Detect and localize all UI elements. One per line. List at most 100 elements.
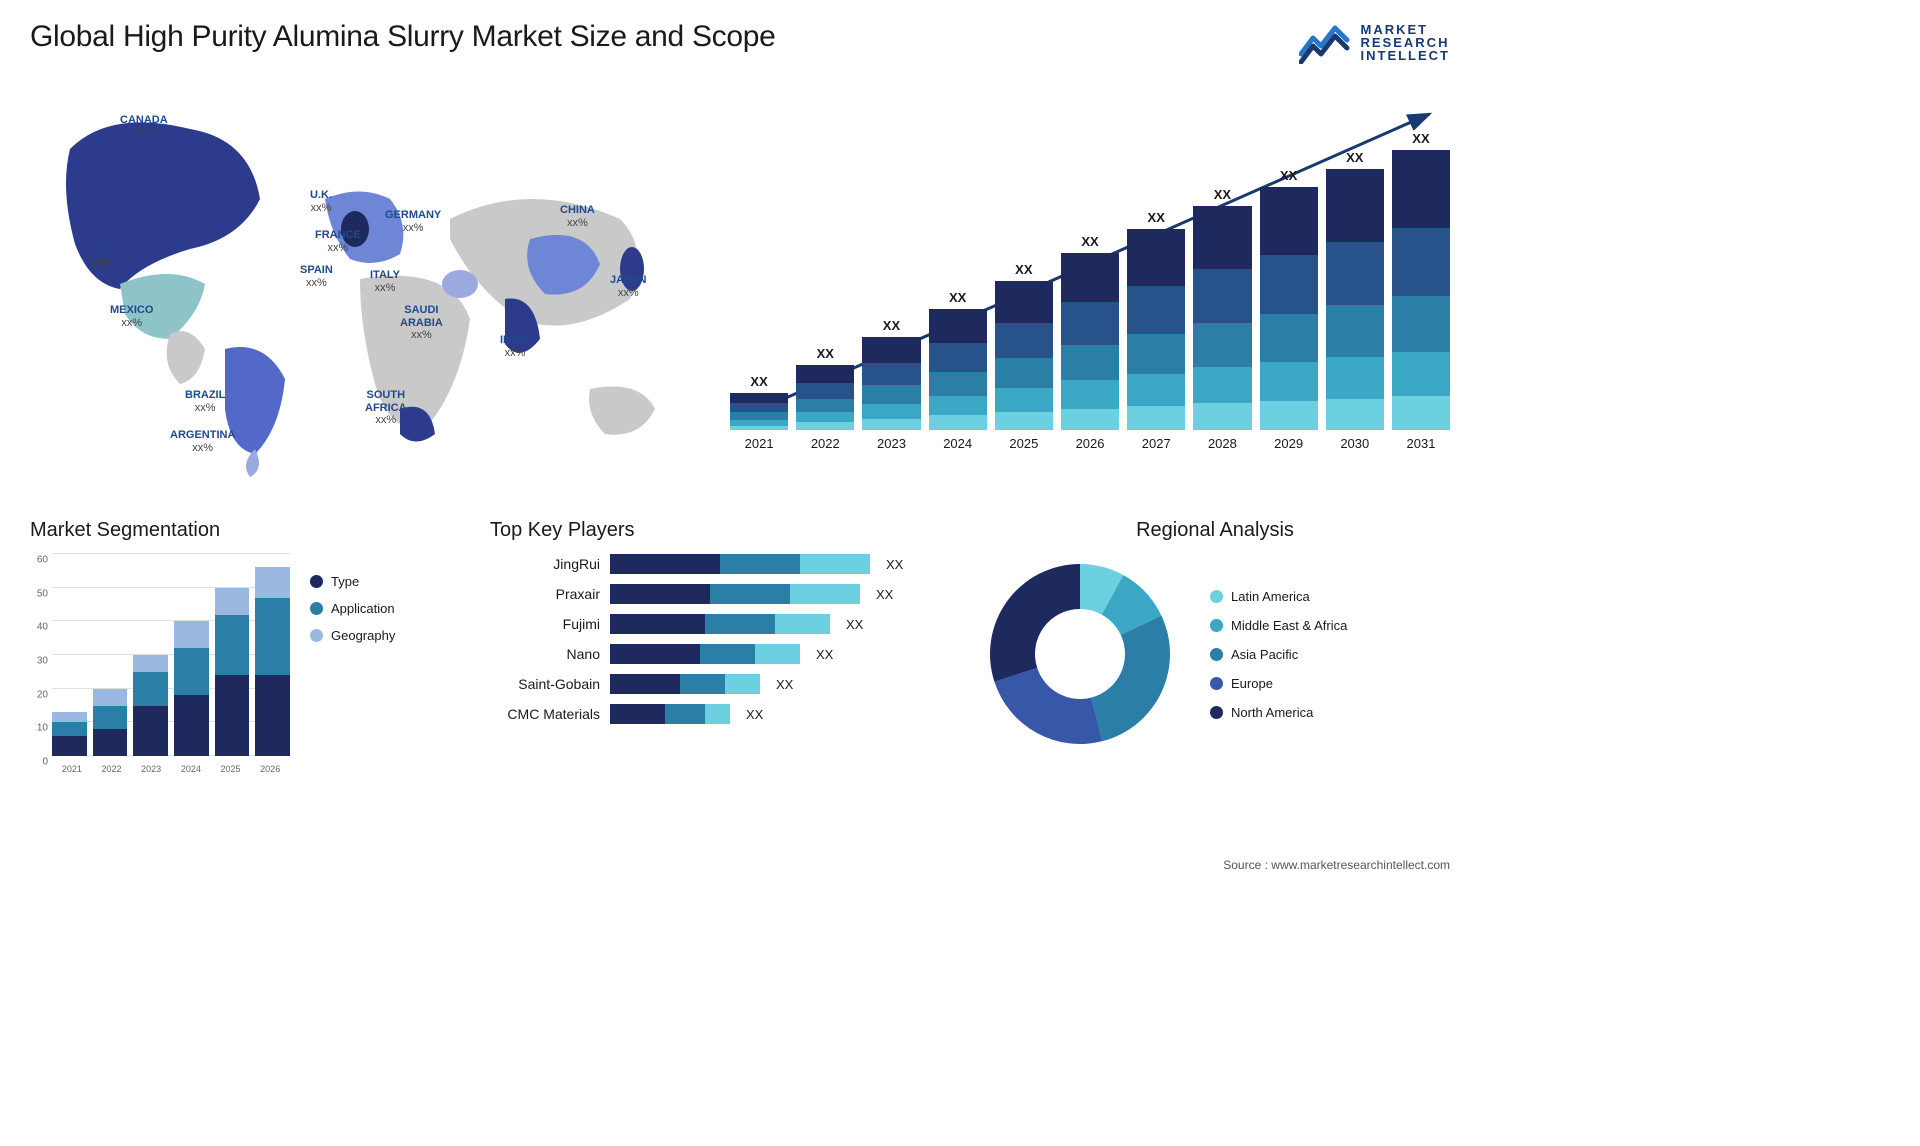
map-label: INDIAxx% (500, 334, 530, 359)
seg-bar-col (133, 655, 168, 756)
bar-value-label: XX (883, 318, 900, 333)
bar-year-label: 2028 (1208, 436, 1237, 451)
map-label: CHINAxx% (560, 204, 595, 229)
source-text: Source : www.marketresearchintellect.com (1223, 858, 1450, 872)
legend-item: Application (310, 601, 395, 616)
regional-legend: Latin America Middle East & Africa Asia Pa… (1210, 589, 1347, 720)
y-tick: 50 (37, 588, 48, 599)
legend-item: Latin America (1210, 589, 1347, 604)
regional-title: Regional Analysis (980, 519, 1450, 542)
player-value: XX (876, 587, 893, 602)
bar-value-label: XX (1280, 168, 1297, 183)
map-label: MEXICOxx% (110, 304, 153, 329)
seg-bar-col (52, 712, 87, 756)
y-tick: 40 (37, 622, 48, 633)
map-label: FRANCExx% (315, 229, 361, 254)
bar-year-label: 2022 (811, 436, 840, 451)
map-label: SPAINxx% (300, 264, 333, 289)
player-name: Fujimi (490, 616, 600, 632)
growth-bar-col: XX2025 (995, 262, 1053, 451)
legend-item: Europe (1210, 676, 1347, 691)
bar-year-label: 2023 (877, 436, 906, 451)
growth-bar-col: XX2031 (1392, 131, 1450, 451)
bar-value-label: XX (750, 374, 767, 389)
bar-value-label: XX (1214, 187, 1231, 202)
growth-bar-col: XX 2028 (1193, 187, 1251, 451)
seg-year-label: 2025 (211, 764, 251, 774)
map-label: SAUDIARABIAxx% (400, 304, 443, 342)
map-label: JAPANxx% (610, 274, 646, 299)
growth-bar-col: XX 2029 (1260, 168, 1318, 451)
y-tick: 60 (37, 555, 48, 566)
growth-bar-col: XX2024 (929, 290, 987, 451)
logo-icon (1299, 20, 1353, 64)
bar-value-label: XX (1412, 131, 1429, 146)
player-row: Saint-Gobain XX (490, 674, 940, 694)
logo-text-3: INTELLECT (1361, 49, 1451, 62)
player-bar (610, 584, 860, 604)
bar-value-label: XX (1148, 210, 1165, 225)
growth-bar-col: XX 2023 (862, 318, 920, 451)
growth-bar-chart: XX2021XX2022XX2023XX2024XX2025XX2026XX20… (730, 89, 1450, 479)
page-title: Global High Purity Alumina Slurry Market… (30, 20, 776, 54)
bar-year-label: 2021 (745, 436, 774, 451)
player-value: XX (816, 647, 833, 662)
growth-bar-col: XX 2021 (730, 374, 788, 451)
bar-value-label: XX (1081, 234, 1098, 249)
bar-value-label: XX (817, 346, 834, 361)
map-label: ARGENTINAxx% (170, 429, 235, 454)
legend-item: Type (310, 574, 395, 589)
seg-bar-col (255, 567, 290, 756)
donut-slice (990, 564, 1080, 682)
map-label: U.K.xx% (310, 189, 332, 214)
growth-bar-col: XX2030 (1326, 150, 1384, 451)
segmentation-chart: 0102030405060 202120222023202420252026 (30, 554, 290, 774)
player-name: Saint-Gobain (490, 676, 600, 692)
players-section: Top Key Players JingRuiXXPraxairXXFujimi… (490, 519, 940, 774)
player-name: Nano (490, 646, 600, 662)
player-row: PraxairXX (490, 584, 940, 604)
map-label: BRAZILxx% (185, 389, 225, 414)
player-value: XX (746, 707, 763, 722)
player-name: JingRui (490, 556, 600, 572)
seg-year-label: 2023 (131, 764, 171, 774)
donut-slice (994, 668, 1102, 744)
legend-item: Middle East & Africa (1210, 618, 1347, 633)
seg-year-label: 2026 (250, 764, 290, 774)
player-row: CMC Materials XX (490, 704, 940, 724)
regional-section: Regional Analysis Latin America Middle Ea… (980, 519, 1450, 774)
seg-year-label: 2024 (171, 764, 211, 774)
segmentation-title: Market Segmentation (30, 519, 450, 542)
donut-slice (1091, 616, 1170, 741)
legend-item: Asia Pacific (1210, 647, 1347, 662)
world-map-block: CANADAxx%U.S.xx%MEXICOxx%BRAZILxx%ARGENT… (30, 89, 690, 479)
y-tick: 20 (37, 689, 48, 700)
y-tick: 10 (37, 723, 48, 734)
players-title: Top Key Players (490, 519, 940, 542)
bar-year-label: 2027 (1142, 436, 1171, 451)
legend-item: Geography (310, 628, 395, 643)
seg-year-label: 2021 (52, 764, 92, 774)
map-label: ITALYxx% (370, 269, 400, 294)
player-bar (610, 614, 830, 634)
player-value: XX (846, 617, 863, 632)
map-label: U.S.xx% (90, 244, 111, 269)
seg-bar-col (174, 621, 209, 756)
players-chart: JingRuiXXPraxairXXFujimiXXNanoXXSaint-Go… (490, 554, 940, 724)
seg-bar-col (215, 588, 250, 756)
world-map-svg (30, 89, 690, 479)
seg-year-label: 2022 (92, 764, 132, 774)
bar-value-label: XX (949, 290, 966, 305)
brand-logo: MARKET RESEARCH INTELLECT (1299, 20, 1451, 64)
player-value: XX (886, 557, 903, 572)
player-name: CMC Materials (490, 706, 600, 722)
growth-bar-col: XX 2022 (796, 346, 854, 451)
map-label: SOUTHAFRICAxx% (365, 389, 407, 427)
player-value: XX (776, 677, 793, 692)
bar-year-label: 2029 (1274, 436, 1303, 451)
player-bar (610, 554, 870, 574)
segmentation-legend: Type Application Geography (310, 574, 395, 774)
growth-bar-col: XX 2027 (1127, 210, 1185, 451)
regional-donut (980, 554, 1180, 754)
legend-item: North America (1210, 705, 1347, 720)
